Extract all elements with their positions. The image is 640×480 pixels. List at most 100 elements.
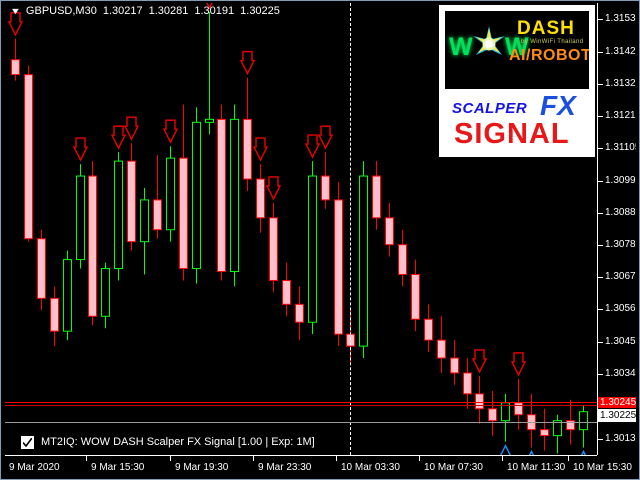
candle-body-bearish: [463, 372, 472, 395]
sell-signal-arrow: [304, 134, 321, 159]
candle-body-bearish: [127, 160, 136, 243]
time-tick: [86, 455, 87, 461]
price-label: 1.31535: [605, 13, 636, 24]
ohlc-high: 1.30281: [148, 5, 189, 17]
ask-price-line-secondary: [5, 405, 597, 406]
wow-letter-left: W: [449, 33, 473, 61]
candle-body-bearish: [411, 273, 420, 320]
price-label: 1.30345: [605, 368, 636, 379]
dash-wordmark: DASH: [517, 18, 575, 39]
candle-body-bearish: [566, 420, 575, 431]
price-label: 1.30565: [605, 303, 636, 314]
price-tick: [598, 116, 603, 117]
ai-robot-label: AI/ROBOT: [509, 47, 589, 64]
price-label: 1.31425: [605, 46, 636, 57]
candle-body-bearish: [37, 238, 46, 299]
price-tick: [598, 181, 603, 182]
checkmark-icon[interactable]: [21, 436, 34, 449]
star-icon: [471, 25, 507, 63]
ohlc-open: 1.30217: [102, 5, 143, 17]
time-label: 9 Mar 19:30: [175, 462, 229, 473]
candle-body-bearish: [295, 303, 304, 323]
price-tick: [598, 245, 603, 246]
price-label: 1.30780: [605, 239, 636, 250]
candle-body-bullish: [76, 175, 85, 261]
price-label: 1.30130: [605, 433, 636, 444]
ask-price-line: [5, 402, 597, 403]
sell-signal-arrow: [110, 125, 127, 150]
candle-body-bearish: [437, 339, 446, 359]
bid-price-line: [5, 422, 597, 423]
scalper-fx-row: SCALPER FX: [444, 90, 592, 122]
price-label: 1.30455: [605, 336, 636, 347]
candle-body-bearish: [385, 217, 394, 246]
candle-body-bearish: [398, 244, 407, 275]
fx-label: FX: [540, 90, 576, 121]
candle-body-bearish: [256, 178, 265, 219]
candle-body-bullish: [101, 268, 110, 317]
time-label: 9 Mar 23:30: [258, 462, 312, 473]
logo-dark-banner: W W: [445, 11, 589, 89]
wow-wordmark: W W: [449, 25, 529, 77]
time-tick: [336, 455, 337, 461]
candle-body-bullish: [114, 160, 123, 270]
sell-signal-arrow: [252, 137, 269, 162]
ohlc-low: 1.30191: [194, 5, 235, 17]
candle-body-bullish: [308, 175, 317, 323]
sell-signal-arrow: [162, 119, 179, 144]
candle-body-bearish: [24, 74, 33, 240]
sell-signal-arrow: [471, 349, 488, 374]
candle-body-bearish: [153, 199, 162, 231]
time-label: 10 Mar 11:30: [507, 462, 566, 473]
candle-body-bearish: [424, 318, 433, 341]
candle-body-bearish: [243, 118, 252, 180]
scalper-label: SCALPER: [452, 100, 528, 117]
candle-body-bearish: [334, 199, 343, 335]
candle-body-bearish: [88, 175, 97, 317]
sell-signal-arrow: [239, 50, 256, 76]
candle-body-bullish: [63, 259, 72, 332]
byline-label: by WinWiFi Thailand: [521, 39, 584, 45]
time-label: 9 Mar 2020: [9, 462, 60, 473]
candle-body-bullish: [579, 411, 588, 431]
candle-body-bearish: [11, 59, 20, 76]
indicator-status-bar: MT2IQ: WOW DASH Scalper FX Signal [1.00 …: [9, 431, 329, 455]
chevron-down-icon[interactable]: ▼: [9, 6, 22, 16]
wow-letter-right: W: [505, 33, 529, 61]
candlestick-series: [11, 11, 588, 454]
candle-body-bearish: [50, 297, 59, 332]
candle-body-bullish: [192, 121, 201, 270]
candle-body-bullish: [140, 199, 149, 243]
price-tick: [598, 19, 603, 20]
sell-signal-arrow: [510, 352, 527, 377]
price-tick: [598, 84, 603, 85]
candle-body-bullish: [166, 157, 175, 231]
sell-signal-arrow: [317, 125, 334, 150]
candle-body-bearish: [321, 175, 330, 201]
ask-price-tag: 1.30245: [598, 397, 636, 408]
indicator-status-text: MT2IQ: WOW DASH Scalper FX Signal [1.00 …: [41, 436, 315, 448]
price-scale-separator: [597, 3, 598, 455]
sell-signal-arrow: [265, 176, 282, 201]
price-tick: [598, 374, 603, 375]
candle-body-bullish: [359, 175, 368, 347]
price-label: 1.31105: [605, 142, 636, 153]
candle-body-bearish: [372, 175, 381, 219]
price-scale[interactable]: 1.31535 1.31425 1.31320 1.31210 1.31105 1.309…: [598, 3, 636, 455]
price-tick: [598, 277, 603, 278]
candle-body-bearish: [217, 118, 226, 273]
time-label: 9 Mar 15:30: [91, 462, 145, 473]
time-tick: [419, 455, 420, 461]
chart-inner: ▼ GBPUSD,M30 1.30217 1.30281 1.30191 1.30225 …: [5, 3, 636, 477]
candle-body-bearish: [488, 408, 497, 422]
time-tick: [253, 455, 254, 461]
bid-price-tag: 1.30225: [598, 409, 636, 422]
time-tick: [502, 455, 503, 461]
time-scale[interactable]: 9 Mar 2020 9 Mar 15:30 9 Mar 19:30 9 Mar 23…: [5, 455, 636, 477]
price-label: 1.30885: [605, 207, 636, 218]
logo-panel: W W: [439, 5, 595, 157]
candle-body-bearish: [450, 357, 459, 374]
price-tick: [598, 213, 603, 214]
